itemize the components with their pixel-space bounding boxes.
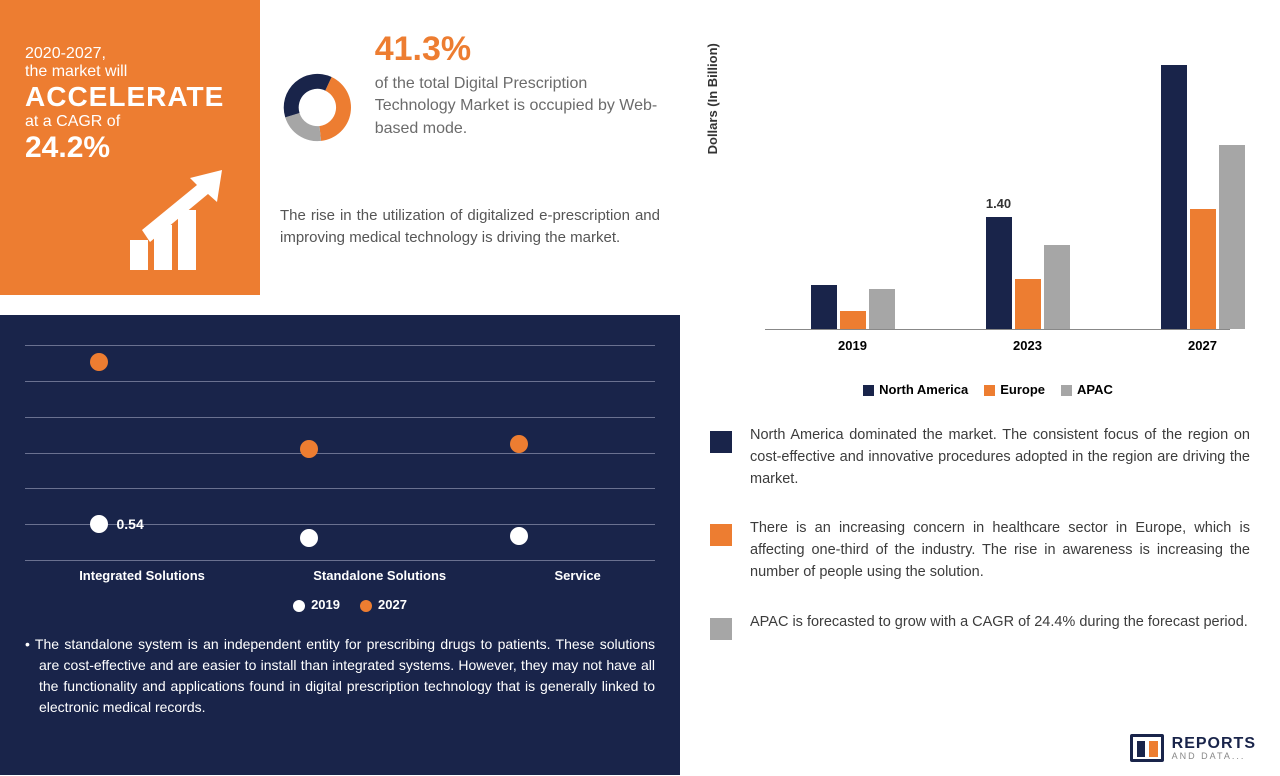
bar-chart-wrap: Dollars (In Billion) 1.40 201920232027 [710, 40, 1250, 380]
logo-text-2: AND DATA... [1172, 752, 1256, 761]
bar [869, 289, 895, 329]
region-item: APAC is forecasted to grow with a CAGR o… [710, 612, 1250, 640]
cagr-highlight-box: 2020-2027, the market will ACCELERATE at… [0, 0, 260, 295]
left-column: 2020-2027, the market will ACCELERATE at… [0, 0, 680, 776]
legend-swatch [1061, 385, 1072, 396]
dot-chart-xlabels: Integrated Solutions Standalone Solutions… [25, 568, 655, 583]
bar-xlabel: 2027 [1188, 338, 1217, 353]
market-will-text: the market will [25, 63, 235, 81]
region-swatch [710, 524, 732, 546]
bar-group [1161, 65, 1245, 329]
region-swatch [710, 431, 732, 453]
dot-gridline [25, 453, 655, 454]
dot-xlabel: Integrated Solutions [79, 568, 205, 583]
legend-swatch [293, 600, 305, 612]
donut-slice [284, 74, 332, 118]
dot-chart-plot: 0.54 [25, 345, 655, 560]
dot-marker [510, 435, 528, 453]
cagr-label: at a CAGR of [25, 113, 235, 131]
bar-value-label: 1.40 [986, 196, 1011, 211]
bar [1219, 145, 1245, 329]
dot-marker [90, 515, 108, 533]
bar-xlabel: 2023 [1013, 338, 1042, 353]
right-column: Dollars (In Billion) 1.40 2019 2023 2027 N… [680, 0, 1280, 776]
bar [840, 311, 866, 329]
region-notes: North America dominated the market. The … [710, 425, 1250, 640]
legend-label: North America [879, 382, 968, 397]
bar [1044, 245, 1070, 329]
dot-marker [300, 440, 318, 458]
logo-text-1: REPORTS [1172, 736, 1256, 752]
donut-desc: of the total Digital Prescription Techno… [375, 73, 660, 140]
region-item: There is an increasing concern in health… [710, 518, 1250, 583]
growth-arrow-icon [122, 170, 242, 280]
dot-value-label: 0.54 [117, 516, 144, 532]
dot-gridline [25, 488, 655, 489]
bar-chart-plot: 1.40 [765, 50, 1230, 330]
dot-chart-legend: 2019 2027 [25, 597, 655, 612]
accelerate-text: ACCELERATE [25, 81, 235, 113]
donut-chart [280, 30, 355, 185]
donut-percent: 41.3% [375, 30, 660, 69]
region-text: APAC is forecasted to grow with a CAGR o… [750, 612, 1248, 640]
bar [811, 285, 837, 329]
logo-mark-icon [1130, 734, 1164, 762]
region-swatch [710, 618, 732, 640]
dot-gridline [25, 381, 655, 382]
bar [1161, 65, 1187, 329]
dot-chart-panel: 0.54 Integrated Solutions Standalone Solu… [0, 315, 680, 775]
dot-xlabel: Standalone Solutions [313, 568, 446, 583]
legend-label: Europe [1000, 382, 1045, 397]
region-item: North America dominated the market. The … [710, 425, 1250, 490]
period-text: 2020-2027, [25, 45, 235, 63]
bar-chart-ylabel: Dollars (In Billion) [705, 43, 720, 154]
legend-swatch [863, 385, 874, 396]
dot-chart-bullet: The standalone system is an independent … [25, 634, 655, 718]
dot-marker [510, 527, 528, 545]
dot-xlabel: Service [555, 568, 601, 583]
donut-block: 41.3% of the total Digital Prescription … [280, 30, 660, 249]
region-text: There is an increasing concern in health… [750, 518, 1250, 583]
bar [1015, 279, 1041, 329]
dot-gridline [25, 345, 655, 346]
bar [1190, 209, 1216, 329]
donut-paragraph: The rise in the utilization of digitaliz… [280, 205, 660, 249]
legend-swatch [360, 600, 372, 612]
legend-label: APAC [1077, 382, 1113, 397]
region-text: North America dominated the market. The … [750, 425, 1250, 490]
bar-chart-legend: North America Europe APAC [710, 382, 1250, 397]
dot-marker [90, 353, 108, 371]
legend-swatch [984, 385, 995, 396]
logo: REPORTS AND DATA... [1130, 734, 1256, 762]
legend-label: 2027 [378, 597, 407, 612]
dot-gridline [25, 560, 655, 561]
bar-group [811, 285, 895, 329]
infographic-container: 2020-2027, the market will ACCELERATE at… [0, 0, 1280, 776]
bar-group [986, 217, 1070, 329]
dot-marker [300, 529, 318, 547]
cagr-value: 24.2% [25, 131, 235, 165]
bar [986, 217, 1012, 329]
dot-gridline [25, 417, 655, 418]
donut-slice [285, 113, 321, 141]
legend-label: 2019 [311, 597, 340, 612]
bar-xlabel: 2019 [838, 338, 867, 353]
bar-chart-xlabels: 2019 2023 2027 [765, 338, 1230, 358]
